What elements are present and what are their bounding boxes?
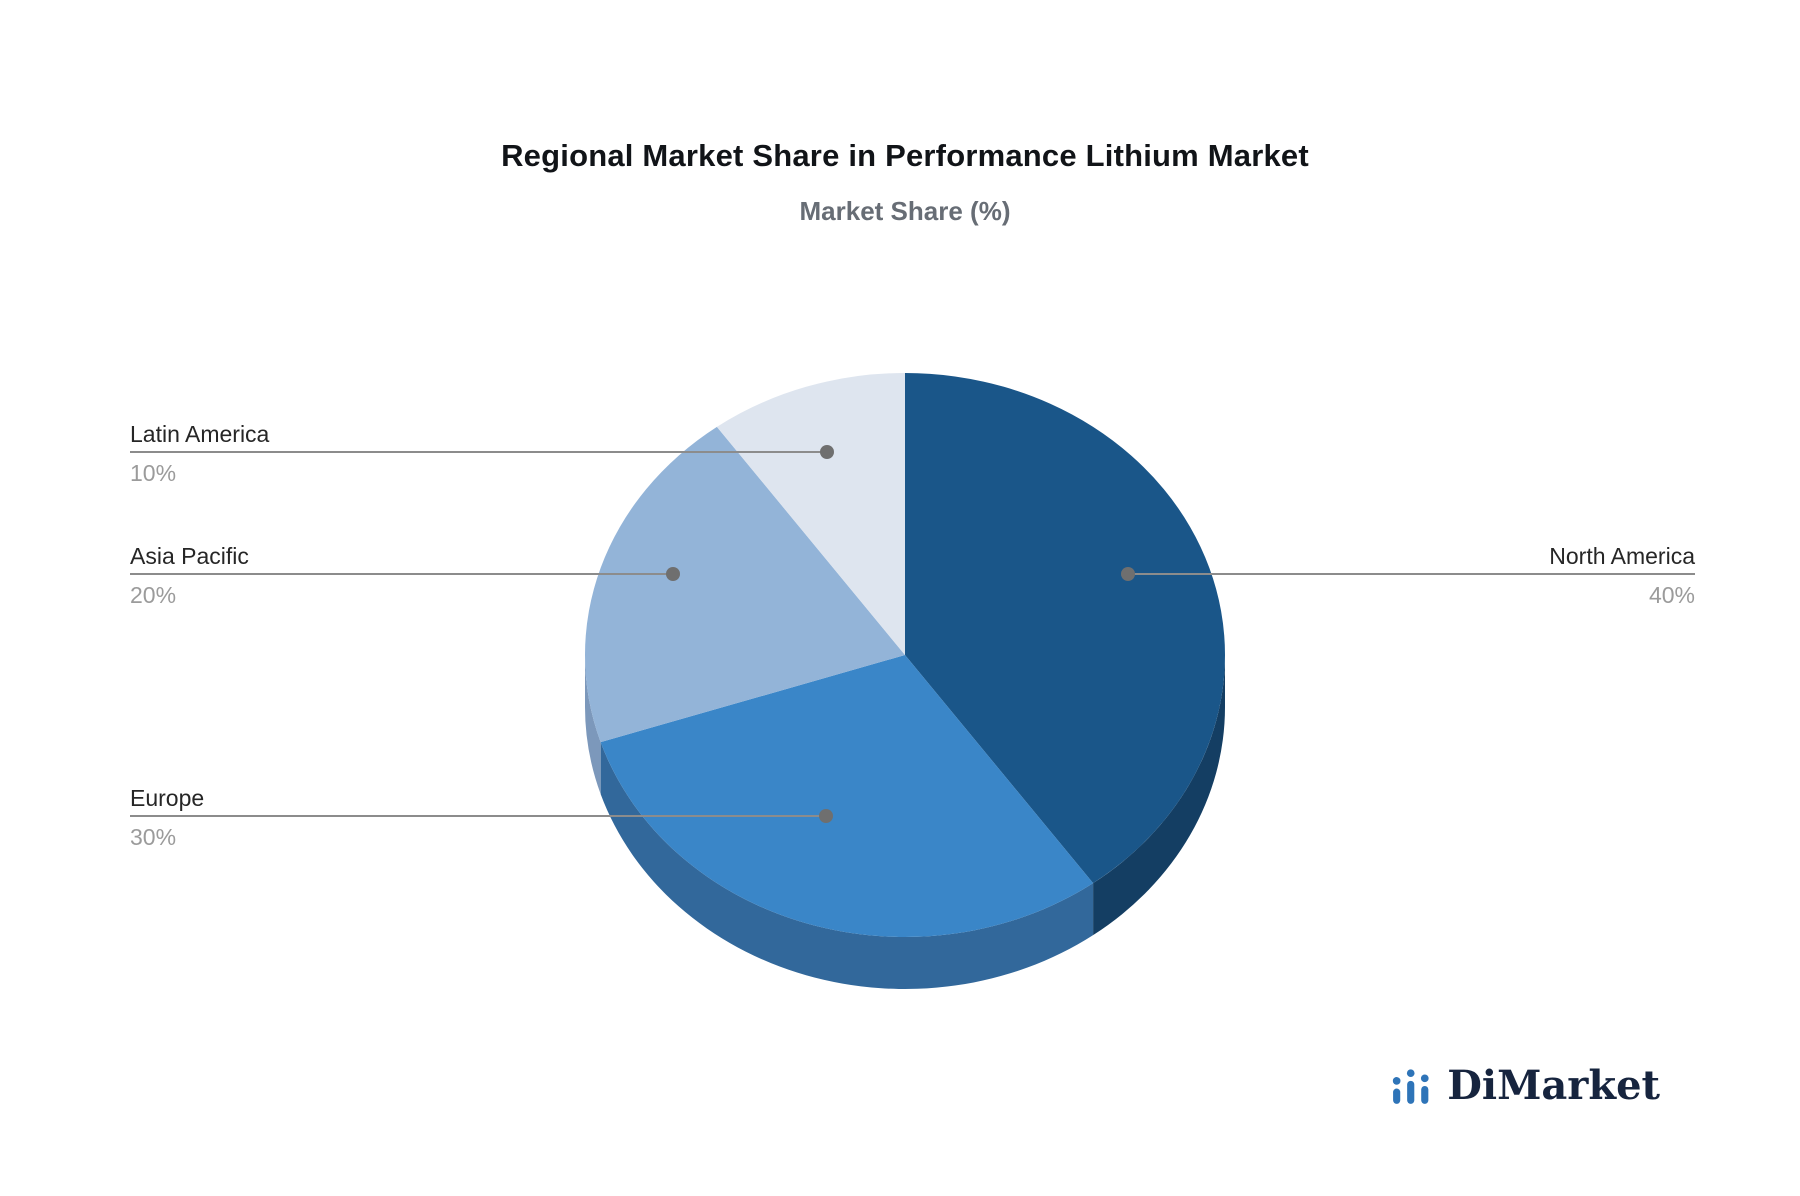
callout-dot-latin-america xyxy=(820,445,834,459)
callout-dot-europe xyxy=(819,809,833,823)
pie-slice-europe[interactable] xyxy=(600,655,1094,937)
bar-chart-icon xyxy=(1393,1069,1429,1104)
chart-subtitle: Market Share (%) xyxy=(799,196,1011,226)
pie-slice-side-asia-pacific xyxy=(585,655,601,795)
callout-line-asia-pacific xyxy=(130,573,673,575)
logo-text: DiMarket xyxy=(1447,1062,1660,1109)
label-europe: Europe xyxy=(130,785,205,811)
callout-dot-asia-pacific xyxy=(666,567,680,581)
callout-line-north-america xyxy=(1128,573,1695,575)
callout-line-latin-america xyxy=(130,451,827,453)
value-latin-america: 10% xyxy=(130,460,177,486)
pie-slice-latin-america[interactable] xyxy=(716,373,905,655)
label-latin-america: Latin America xyxy=(130,421,270,447)
chart-title: Regional Market Share in Performance Lit… xyxy=(501,138,1309,173)
value-asia-pacific: 20% xyxy=(130,582,177,608)
label-north-america: North America xyxy=(1549,543,1695,569)
pie-slice-side-europe xyxy=(600,742,1094,990)
label-asia-pacific: Asia Pacific xyxy=(130,543,249,569)
dimarket-logo: DiMarket xyxy=(1389,1062,1660,1110)
callout-dot-north-america xyxy=(1121,567,1135,581)
value-europe: 30% xyxy=(130,824,177,850)
pie-slice-asia-pacific[interactable] xyxy=(585,426,905,743)
pie-slice-north-america[interactable] xyxy=(905,373,1226,884)
callout-line-europe xyxy=(130,815,826,817)
value-north-america: 40% xyxy=(1648,582,1695,608)
pie-slice-side-north-america xyxy=(1093,655,1225,936)
